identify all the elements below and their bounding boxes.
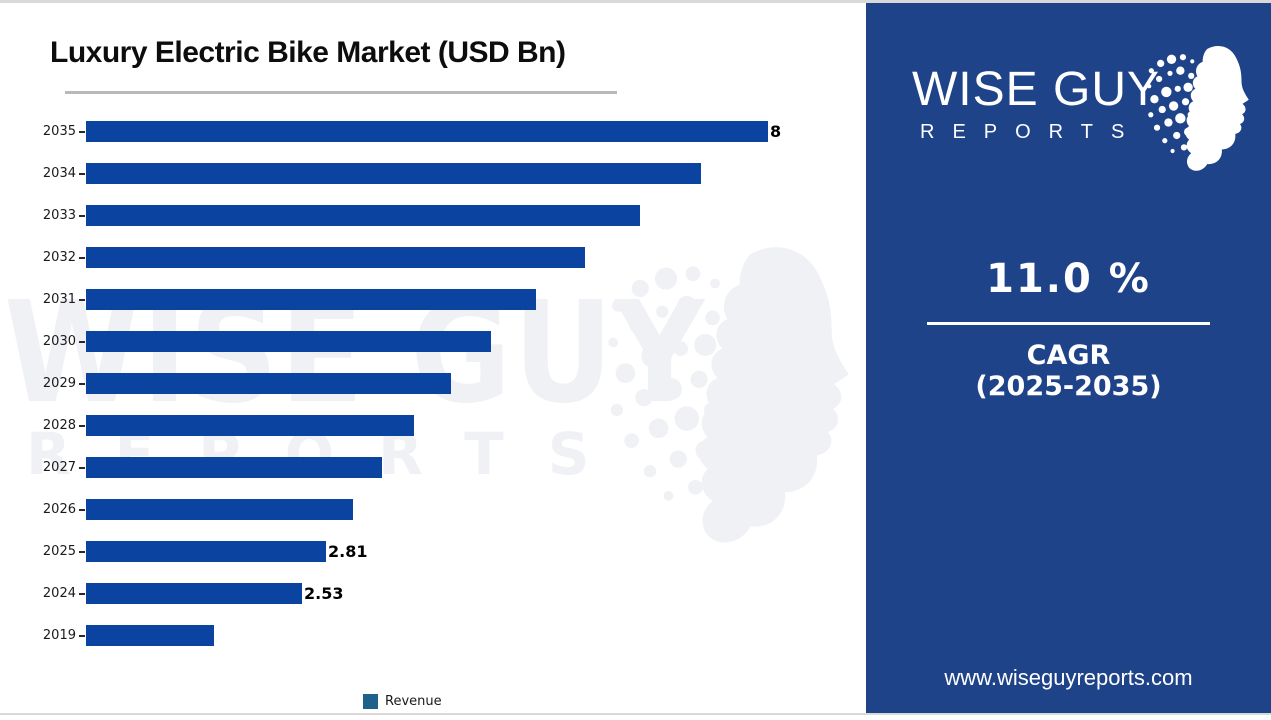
logo-text: WISE GUY REPORTS [912,62,1160,144]
y-axis-tick-mark [79,550,85,553]
y-axis-tick-mark [79,298,85,301]
y-axis-tick-mark [79,214,85,217]
y-axis-tick-mark [79,172,85,175]
y-axis-tick-mark [79,256,85,259]
bar-row-2028: 2028 [0,415,414,436]
y-axis-tick-label: 2024 [42,586,76,601]
bottom-edge-strip [0,713,1271,715]
bar-plot-area: 2035 8 2034 2033 2032 2031 2030 2029 2028 2027 202… [0,121,781,646]
y-axis-tick-label: 2027 [42,460,76,475]
cagr-divider [927,322,1210,325]
revenue-bar-2035 [86,121,768,142]
y-axis-tick-label: 2030 [42,334,76,349]
wiseguy-reports-logo: WISE GUY REPORTS [912,40,1256,176]
bar-row-2033: 2033 [0,205,640,226]
legend-swatch-revenue [363,694,378,709]
logo-face-icon [1147,46,1249,171]
bar-row-2027: 2027 [0,457,382,478]
chart-panel: WISE GUY REPORTS Luxury Electric Bike Ma… [0,36,849,709]
revenue-bar-2029 [86,373,451,394]
revenue-bar-2032 [86,247,585,268]
y-axis-tick-mark [79,634,85,637]
revenue-bar-2031 [86,289,536,310]
bar-value-label: 8 [770,122,782,141]
revenue-bar-2019 [86,625,214,646]
revenue-bar-2028 [86,415,414,436]
bar-row-2030: 2030 [0,331,491,352]
y-axis-tick-mark [79,382,85,385]
y-axis-tick-label: 2026 [42,502,76,517]
bar-row-2019: 2019 [0,625,214,646]
y-axis-tick-label: 2035 [42,124,76,139]
logo-wordmark-wise-guy: WISE GUY [912,63,1161,116]
y-axis-tick-label: 2034 [42,166,76,181]
revenue-bar-2024 [86,583,302,604]
bar-value-label: 2.81 [328,542,368,561]
y-axis-tick-label: 2033 [42,208,76,223]
y-axis-tick-mark [79,424,85,427]
brand-sidebar: WISE GUY REPORTS 11.0 % CAGR (2025-2035)… [866,0,1271,713]
cagr-label: CAGR [1026,340,1111,371]
revenue-bar-2034 [86,163,701,184]
bar-row-2032: 2032 [0,247,585,268]
y-axis-tick-mark [79,130,85,133]
bar-row-2031: 2031 [0,289,536,310]
title-underline [65,91,617,94]
y-axis-tick-label: 2029 [42,376,76,391]
bar-row-2035: 2035 8 [0,121,781,142]
revenue-bar-2030 [86,331,491,352]
revenue-bar-2026 [86,499,353,520]
revenue-bar-2025 [86,541,326,562]
y-axis-tick-label: 2025 [42,544,76,559]
y-axis-tick-label: 2031 [42,292,76,307]
bar-row-2029: 2029 [0,373,451,394]
bar-row-2034: 2034 [0,163,701,184]
cagr-block: 11.0 % CAGR (2025-2035) [866,256,1271,402]
website-url: www.wiseguyreports.com [944,665,1193,690]
legend-label: Revenue [385,694,442,709]
y-axis-tick-label: 2028 [42,418,76,433]
cagr-value: 11.0 % [986,256,1151,302]
revenue-bar-2027 [86,457,382,478]
cagr-period: (2025-2035) [975,371,1162,403]
bar-row-2024: 2024 2.53 [0,583,343,604]
y-axis-tick-label: 2032 [42,250,76,265]
y-axis-tick-label: 2019 [42,628,76,643]
y-axis-tick-mark [79,466,85,469]
bar-value-label: 2.53 [304,584,344,603]
chart-title: Luxury Electric Bike Market (USD Bn) [50,36,566,69]
logo-wordmark-reports: REPORTS [920,121,1143,143]
bar-row-2025: 2025 2.81 [0,541,367,562]
y-axis-tick-mark [79,592,85,595]
y-axis-tick-mark [79,340,85,343]
bar-row-2026: 2026 [0,499,353,520]
top-edge-strip [0,0,1271,3]
revenue-bar-2033 [86,205,640,226]
chart-legend: Revenue [363,694,442,709]
y-axis-tick-mark [79,508,85,511]
